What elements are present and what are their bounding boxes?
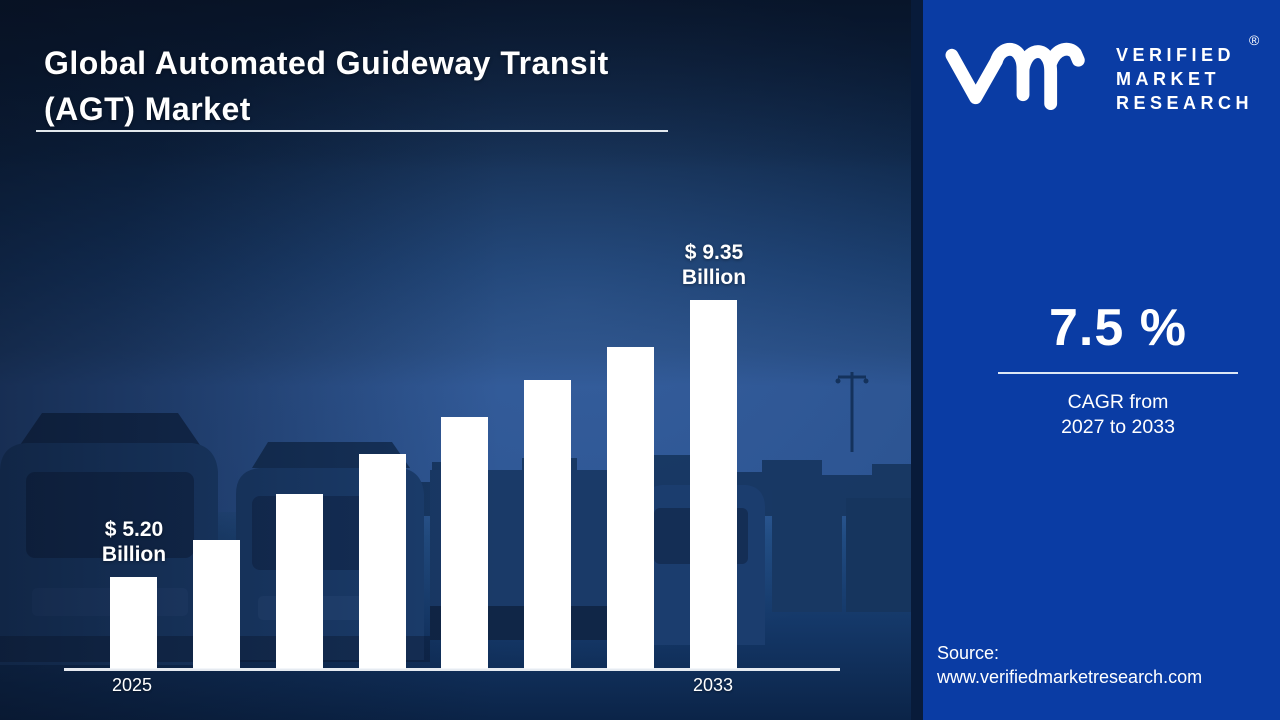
brand-name-line3: RESEARCH: [1116, 93, 1254, 113]
title-underline: [36, 130, 668, 132]
last-bar-value-label: $ 9.35 Billion: [681, 241, 747, 289]
bar-col-2: [192, 540, 240, 669]
x-axis: [64, 668, 840, 671]
chart-panel: Global Automated Guideway Transit (AGT) …: [0, 0, 923, 720]
page-title: Global Automated Guideway Transit (AGT) …: [44, 40, 609, 132]
bar-col-3: [275, 493, 323, 669]
vmr-monogram-icon: [945, 42, 1085, 110]
x-axis-label-2025: 2025: [111, 675, 153, 695]
registered-trademark-icon: ®: [1249, 32, 1260, 48]
bar-col-4: [358, 453, 406, 669]
brand-name-line1: VERIFIED: [1116, 45, 1236, 65]
bar-2025: [110, 577, 157, 669]
bar-2033: [689, 300, 737, 669]
bar-col-5: [441, 416, 489, 669]
brand-name: VERIFIED MARKET RESEARCH: [1116, 43, 1253, 115]
first-bar-value-label: $ 5.20 Billion: [101, 518, 167, 566]
source-label: Source:: [937, 643, 1000, 663]
bar-col-6: [524, 380, 572, 669]
brand-name-line2: MARKET: [1116, 69, 1220, 89]
source-block: Source: www.verifiedmarketresearch.com: [937, 641, 1202, 689]
x-axis-label-2033: 2033: [692, 675, 734, 695]
source-url-link[interactable]: www.verifiedmarketresearch.com: [937, 667, 1203, 687]
street-lamp-icon: [835, 372, 869, 452]
cagr-underline: [998, 372, 1238, 374]
cagr-value: 7.5 %: [1049, 299, 1187, 357]
trucks-far-right: [772, 490, 923, 612]
panel-divider: [911, 0, 923, 720]
bar-col-7: [607, 346, 655, 669]
brand-panel: VERIFIED MARKET RESEARCH ® 7.5 % CAGR fr…: [923, 0, 1280, 720]
page-title-line2: (AGT) Market: [44, 91, 251, 127]
cagr-caption: CAGR from 2027 to 2033: [1061, 391, 1175, 438]
page-title-line1: Global Automated Guideway Transit: [44, 45, 609, 81]
